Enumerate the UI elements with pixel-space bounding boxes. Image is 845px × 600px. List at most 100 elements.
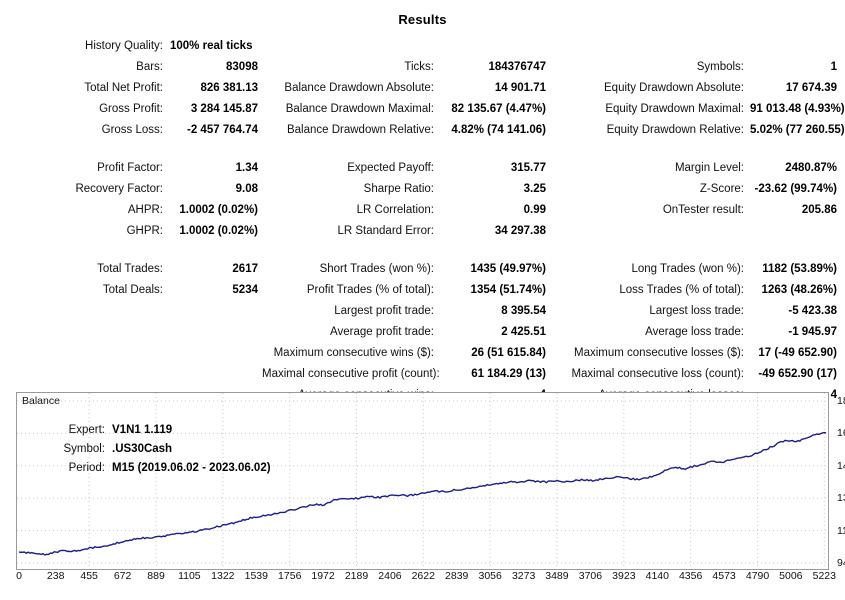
x-axis-tick-label: 1972 (311, 570, 335, 582)
x-axis-tick-label: 2622 (411, 570, 435, 582)
stat-value: 14 901.71 (494, 82, 546, 94)
stats-row: Gross Profit: 3 284 145.87 Balance Drawdow… (0, 99, 845, 120)
stat-value: 17 (-49 652.90) (758, 347, 837, 359)
x-axis-tick-label: 1539 (244, 570, 268, 582)
y-axis-tick-label: 942250 (837, 557, 845, 569)
stats-row: Total Net Profit: 826 381.13 Balance Drawd… (0, 78, 845, 99)
stat-value: 1.0002 (0.02%) (179, 204, 258, 216)
x-axis-tick-label: 2406 (378, 570, 402, 582)
stat-label: Largest loss trade: (649, 305, 744, 317)
stat-label: Gross Loss: (101, 124, 163, 136)
stat-value: -5 423.38 (788, 305, 837, 317)
x-axis-tick-label: 1322 (211, 570, 235, 582)
stat-value: 83098 (226, 61, 258, 73)
balance-chart[interactable]: Balance Expert: V1N1 1.119 Symbol: .US30Cas… (16, 392, 829, 570)
chart-info-value: .US30Cash (112, 443, 173, 455)
stat-label: Largest profit trade: (334, 305, 434, 317)
stat-label: Balance Drawdown Maximal: (285, 103, 434, 115)
stat-value: 2480.87% (785, 162, 837, 174)
chart-info-label: Expert: (68, 424, 105, 436)
stat-label: Average profit trade: (330, 326, 434, 338)
stat-value: 5234 (232, 284, 258, 296)
stats-row: Total Trades: 2617 Short Trades (won %): 14… (0, 259, 845, 280)
stat-value: 8 395.54 (501, 305, 546, 317)
stat-value: 3.25 (523, 183, 546, 195)
x-axis-tick-label: 3273 (511, 570, 536, 582)
stat-value: 82 135.67 (4.47%) (451, 103, 546, 115)
chart-info-block: Expert: V1N1 1.119 Symbol: .US30Cash Period:… (51, 421, 271, 478)
stat-value: 100% real ticks (170, 40, 253, 52)
x-axis-tick-label: 238 (46, 570, 65, 582)
stat-label: Loss Trades (% of total): (619, 284, 744, 296)
x-axis-tick-label: 5006 (779, 570, 803, 582)
stats-block: History Quality: 100% real ticks Bars: 8309… (0, 36, 845, 141)
chart-info-row: Period: M15 (2019.06.02 - 2023.06.02) (51, 459, 271, 478)
stat-label: LR Correlation: (356, 204, 434, 216)
y-axis-tick-label: 1300149 (837, 492, 845, 505)
stat-value: 9.08 (235, 183, 258, 195)
balance-curve-plot (17, 393, 828, 569)
stat-value: 205.86 (801, 204, 837, 216)
x-axis-tick-label: 3056 (478, 570, 502, 582)
y-axis-tick-label: 1658048 (837, 427, 845, 440)
stats-row: History Quality: 100% real ticks (0, 36, 845, 57)
stat-label: Equity Drawdown Maximal: (605, 103, 744, 115)
stats-block-gap (0, 242, 845, 259)
stat-value: 0.99 (523, 204, 546, 216)
stat-label: Maximum consecutive losses ($): (574, 347, 744, 359)
stats-block-gap (0, 141, 845, 158)
stat-label: Equity Drawdown Absolute: (604, 82, 744, 94)
x-axis-tick-label: 2189 (344, 570, 369, 582)
chart-info-label: Symbol: (63, 443, 105, 455)
y-axis-tick-label: 1836997 (837, 395, 845, 407)
x-axis-tick-label: 4356 (678, 570, 703, 582)
stat-label: Balance Drawdown Relative: (286, 124, 434, 136)
stats-row: Bars: 83098 Ticks: 184376747 Symbols: 1 (0, 57, 845, 78)
chart-caption: Balance (22, 395, 60, 407)
stat-label: Total Deals: (102, 284, 163, 296)
balance-line (18, 431, 827, 556)
x-axis-tick-label: 672 (113, 570, 132, 582)
stats-row: Largest profit trade: 8 395.54 Largest los… (0, 301, 845, 322)
stats-row: Total Deals: 5234 Profit Trades (% of tota… (0, 280, 845, 301)
stats-row: Recovery Factor: 9.08 Sharpe Ratio: 3.25 Z-S… (0, 179, 845, 200)
stat-label: Margin Level: (674, 162, 744, 174)
stats-block: Total Trades: 2617 Short Trades (won %): 14… (0, 259, 845, 406)
y-axis-labels: 1836997 1658048 1479099 1300149 1121200 94225… (832, 392, 845, 572)
stat-label: Equity Drawdown Relative: (606, 124, 744, 136)
statistics-table: History Quality: 100% real ticks Bars: 8309… (0, 36, 845, 406)
stat-value: 826 381.13 (200, 82, 258, 94)
page-title: Results (398, 12, 447, 27)
stat-value: 315.77 (510, 162, 546, 174)
x-axis-tick-label: 5223 (812, 570, 836, 582)
stat-value: 1435 (49.97%) (470, 263, 546, 275)
x-axis-tick-label: 1756 (278, 570, 302, 582)
stat-value: 1354 (51.74%) (470, 284, 546, 296)
stats-row: Maximum consecutive wins ($): 26 (51 615.… (0, 343, 845, 364)
x-axis-tick-label: 455 (80, 570, 98, 582)
stat-value: 91 013.48 (4.93%) (750, 103, 845, 115)
stat-value: 61 184.29 (13) (471, 368, 546, 380)
chart-info-row: Expert: V1N1 1.119 (51, 421, 271, 440)
x-axis-tick-label: 3706 (578, 570, 603, 582)
stat-value: -2 457 764.74 (187, 124, 258, 136)
stat-label: Short Trades (won %): (319, 263, 434, 275)
stat-value: 34 297.38 (494, 225, 546, 237)
chart-info-value: M15 (2019.06.02 - 2023.06.02) (112, 462, 271, 474)
stats-row: GHPR: 1.0002 (0.02%) LR Standard Error: 34 … (0, 221, 845, 242)
y-axis-tick-label: 1121200 (837, 524, 845, 537)
stats-row: AHPR: 1.0002 (0.02%) LR Correlation: 0.99 On… (0, 200, 845, 221)
stat-label: Z-Score: (699, 183, 744, 195)
stat-value: 3 284 145.87 (190, 103, 258, 115)
stat-label: Total Trades: (97, 263, 163, 275)
stats-row: Maximal consecutive profit (count): 61 18… (0, 364, 845, 385)
stat-value: 1.0002 (0.02%) (179, 225, 258, 237)
stat-label: Average loss trade: (645, 326, 744, 338)
chart-info-row: Symbol: .US30Cash (51, 440, 271, 459)
stats-row: Average profit trade: 2 425.51 Average los… (0, 322, 845, 343)
stat-value: 4.82% (74 141.06) (451, 124, 546, 136)
x-axis-tick-label: 2839 (445, 570, 469, 582)
stats-block: Profit Factor: 1.34 Expected Payoff: 315.77… (0, 158, 845, 242)
stats-row: Gross Loss: -2 457 764.74 Balance Drawdown… (0, 120, 845, 141)
